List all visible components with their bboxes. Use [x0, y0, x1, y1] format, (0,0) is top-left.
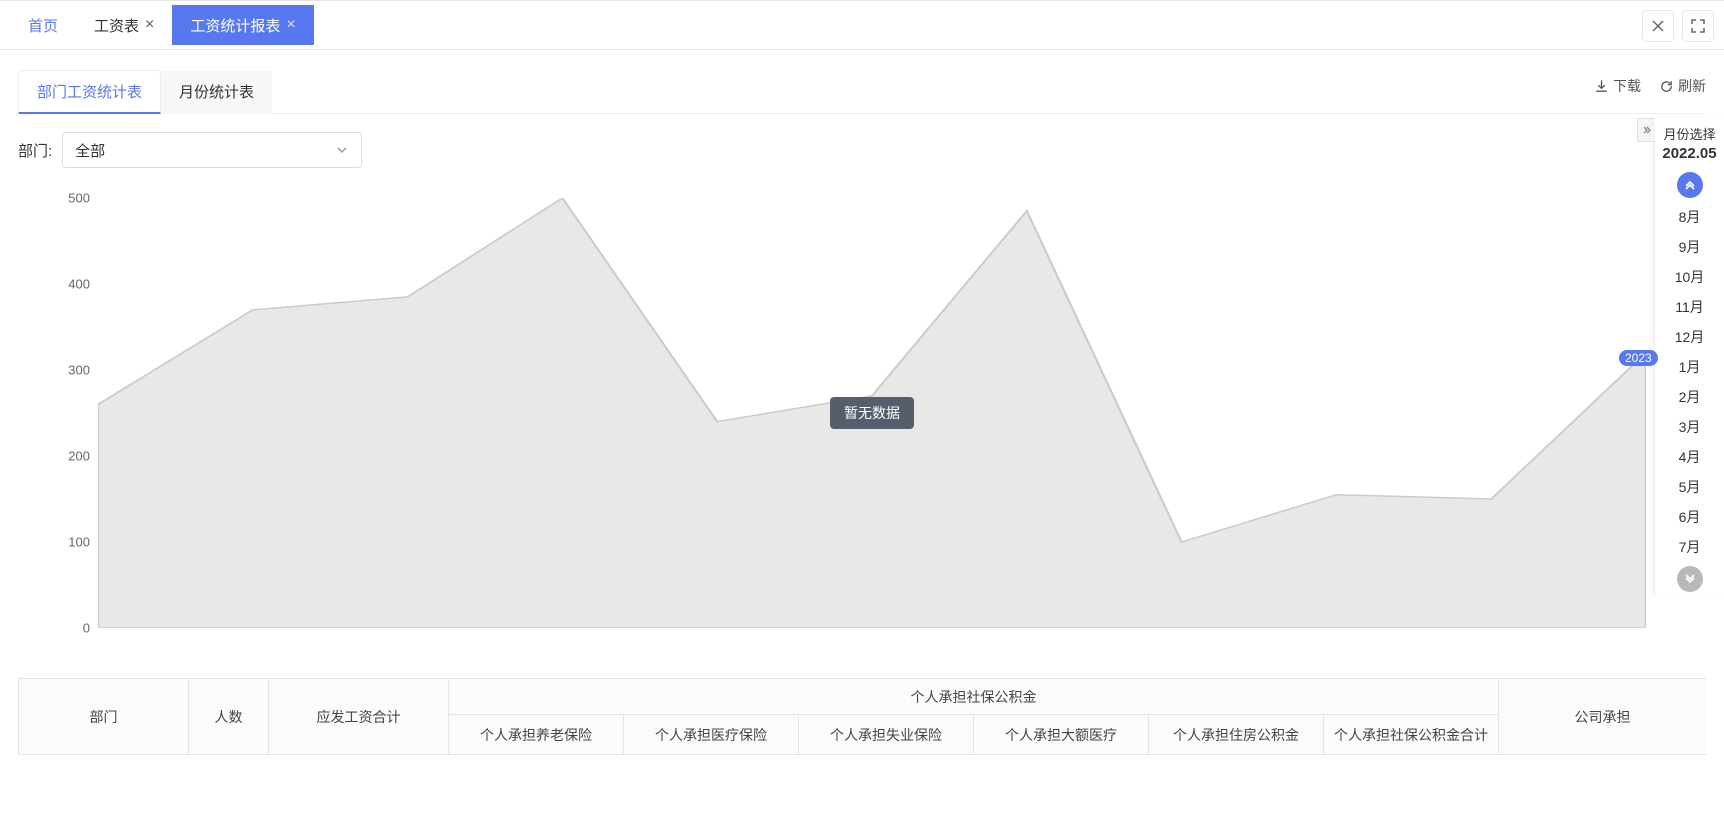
month-scroll-up[interactable] — [1677, 172, 1703, 198]
sub-tab-dept-stats-label: 部门工资统计表 — [37, 84, 142, 101]
y-tick: 0 — [83, 621, 90, 636]
tab-home[interactable]: 首页 — [10, 5, 76, 45]
sub-actions: 下载 刷新 — [1594, 76, 1706, 96]
y-tick: 400 — [68, 277, 90, 292]
table-sub-header-cell: 个人承担住房公积金 — [1149, 715, 1324, 755]
table-sub-header-cell: 个人承担大额医疗 — [974, 715, 1149, 755]
table-header-cell: 人数 — [189, 679, 269, 755]
y-tick: 500 — [68, 191, 90, 206]
table-sub-header-cell: 个人承担医疗保险 — [624, 715, 799, 755]
close-icon[interactable]: × — [286, 16, 295, 34]
x-icon — [1650, 18, 1666, 34]
dept-select-value: 全部 — [75, 140, 105, 161]
expand-icon — [1691, 19, 1705, 33]
close-icon[interactable]: × — [145, 16, 154, 34]
chevron-up-double-icon — [1684, 179, 1696, 191]
refresh-button[interactable]: 刷新 — [1659, 76, 1706, 96]
download-label: 下载 — [1613, 76, 1641, 96]
month-item[interactable]: 11月 — [1655, 292, 1724, 322]
tab-salary-report[interactable]: 工资统计报表 × — [172, 5, 313, 45]
month-item[interactable]: 2月 — [1655, 382, 1724, 412]
month-item[interactable]: 12月 — [1655, 322, 1724, 352]
refresh-icon — [1659, 79, 1674, 94]
chevron-right-double-icon — [1642, 125, 1652, 135]
close-all-button[interactable] — [1642, 10, 1674, 42]
month-item[interactable]: 5月 — [1655, 472, 1724, 502]
month-list: 8月9月10月11月12月1月20232月3月4月5月6月7月 — [1655, 202, 1724, 562]
month-item[interactable]: 9月 — [1655, 232, 1724, 262]
panel-collapse-button[interactable] — [1637, 118, 1655, 142]
sub-tab-month-stats-label: 月份统计表 — [179, 84, 254, 101]
filter-row: 部门: 全部 — [18, 114, 1706, 178]
y-axis: 0100200300400500 — [18, 198, 98, 628]
top-right-actions — [1642, 1, 1714, 51]
month-item[interactable]: 4月 — [1655, 442, 1724, 472]
content-area: 部门工资统计表 月份统计表 下载 刷新 部门: 全部 0 100 200 300 400 — [0, 50, 1724, 755]
top-tab-bar: 首页 工资表 × 工资统计报表 × — [0, 0, 1724, 50]
sub-tab-bar: 部门工资统计表 月份统计表 下载 刷新 — [18, 70, 1706, 114]
sub-tab-dept-stats[interactable]: 部门工资统计表 — [18, 70, 161, 114]
chevron-down-double-icon — [1684, 573, 1696, 585]
tab-salary-report-label: 工资统计报表 — [190, 15, 280, 36]
tab-salary-sheet-label: 工资表 — [94, 15, 139, 36]
refresh-label: 刷新 — [1678, 76, 1706, 96]
y-tick: 100 — [68, 535, 90, 550]
table-group-header: 个人承担社保公积金 — [449, 679, 1499, 715]
month-item[interactable]: 7月 — [1655, 532, 1724, 562]
y-tick: 200 — [68, 449, 90, 464]
table-sub-header-cell: 个人承担养老保险 — [449, 715, 624, 755]
table-header-cell: 应发工资合计 — [269, 679, 449, 755]
table-sub-header-cell: 个人承担失业保险 — [799, 715, 974, 755]
tab-salary-sheet[interactable]: 工资表 × — [76, 5, 172, 45]
chart-plot: 暂无数据 — [98, 198, 1646, 628]
month-picker-panel: 月份选择 2022.05 8月9月10月11月12月1月20232月3月4月5月… — [1654, 118, 1724, 596]
month-item[interactable]: 8月 — [1655, 202, 1724, 232]
table-header-cell: 部门 — [19, 679, 189, 755]
month-scroll-down[interactable] — [1677, 566, 1703, 592]
download-button[interactable]: 下载 — [1594, 76, 1641, 96]
fullscreen-button[interactable] — [1682, 10, 1714, 42]
month-item[interactable]: 3月 — [1655, 412, 1724, 442]
y-tick: 300 — [68, 363, 90, 378]
month-item[interactable]: 10月 — [1655, 262, 1724, 292]
chevron-down-icon — [335, 143, 349, 157]
salary-chart: 0100200300400500 暂无数据 — [18, 198, 1706, 668]
sub-tab-month-stats[interactable]: 月份统计表 — [161, 71, 272, 114]
chart-tooltip: 暂无数据 — [830, 397, 914, 429]
chart-tooltip-text: 暂无数据 — [844, 405, 900, 421]
dept-select[interactable]: 全部 — [62, 132, 362, 168]
month-item[interactable]: 6月 — [1655, 502, 1724, 532]
tab-home-label: 首页 — [28, 15, 58, 36]
table-sub-header-cell: 个人承担社保公积金合计 — [1324, 715, 1499, 755]
month-selected: 2022.05 — [1662, 145, 1716, 168]
year-badge: 2023 — [1619, 350, 1658, 366]
download-icon — [1594, 79, 1609, 94]
dept-filter-label: 部门: — [18, 140, 52, 161]
summary-table: 部门人数应发工资合计个人承担社保公积金个人承担养老保险个人承担医疗保险个人承担失… — [18, 678, 1706, 755]
month-panel-title: 月份选择 — [1663, 118, 1715, 145]
month-item[interactable]: 1月 — [1655, 352, 1724, 382]
table-header-cell: 公司承担 — [1499, 679, 1706, 755]
